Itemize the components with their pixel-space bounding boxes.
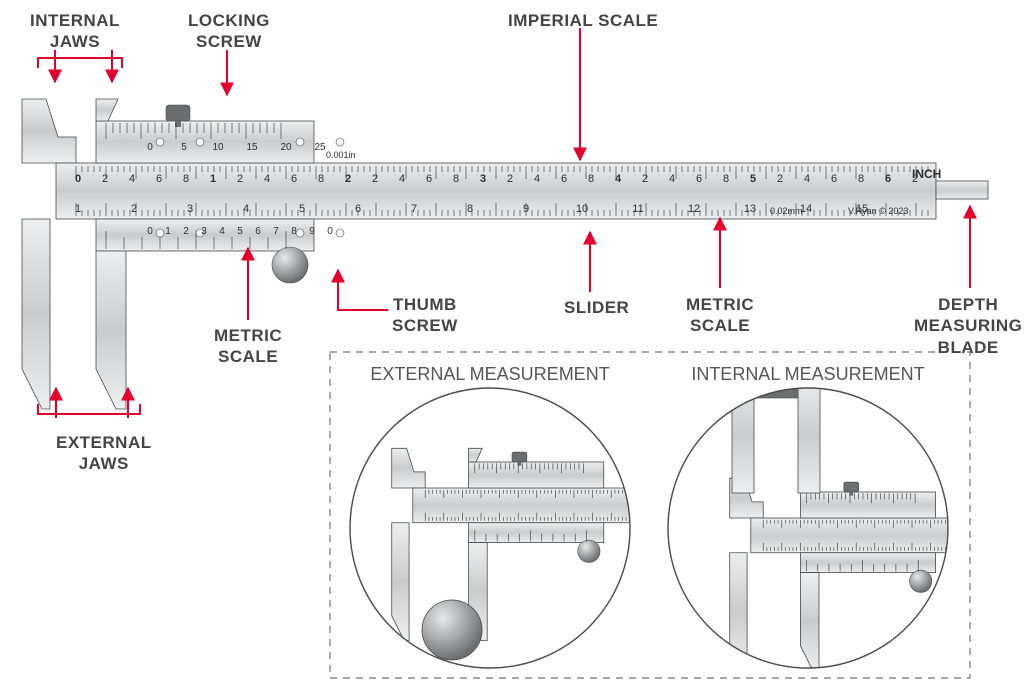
svg-text:2: 2 [642, 173, 648, 185]
svg-text:6: 6 [291, 173, 297, 185]
svg-text:4: 4 [615, 173, 622, 185]
label-internal-jaws: INTERNAL JAWS [30, 10, 120, 53]
svg-text:2: 2 [183, 226, 189, 237]
label-thumb-screw: THUMB SCREW [392, 294, 458, 337]
svg-text:4: 4 [219, 226, 225, 237]
svg-text:8: 8 [183, 173, 189, 185]
svg-text:5: 5 [299, 203, 305, 215]
svg-text:7: 7 [273, 226, 279, 237]
label-depth-blade: DEPTH MEASURING BLADE [914, 294, 1022, 358]
vernier-caliper [22, 99, 988, 409]
svg-text:8: 8 [291, 226, 297, 237]
svg-text:10: 10 [212, 142, 224, 153]
svg-text:4: 4 [129, 173, 135, 185]
svg-text:11: 11 [632, 203, 643, 215]
svg-text:5: 5 [181, 142, 187, 153]
svg-text:2: 2 [102, 173, 108, 185]
svg-text:6: 6 [355, 203, 361, 215]
svg-text:6: 6 [696, 173, 702, 185]
svg-text:4: 4 [243, 203, 249, 215]
svg-text:4: 4 [669, 173, 675, 185]
label-locking-screw: LOCKING SCREW [188, 10, 270, 53]
svg-text:0: 0 [147, 142, 153, 153]
svg-text:2: 2 [345, 173, 351, 185]
svg-text:9: 9 [523, 203, 529, 215]
svg-text:0: 0 [147, 226, 153, 237]
label-slider: SLIDER [564, 297, 629, 318]
svg-text:3: 3 [201, 226, 207, 237]
svg-text:2: 2 [507, 173, 513, 185]
svg-text:6: 6 [156, 173, 162, 185]
svg-text:2: 2 [372, 173, 378, 185]
svg-text:4: 4 [399, 173, 405, 185]
svg-text:25: 25 [314, 142, 326, 153]
svg-text:9: 9 [309, 226, 315, 237]
svg-text:INCH: INCH [912, 167, 941, 181]
svg-text:1: 1 [210, 173, 216, 185]
svg-text:5: 5 [750, 173, 756, 185]
svg-text:0: 0 [75, 173, 81, 185]
svg-text:8: 8 [467, 203, 473, 215]
svg-text:12: 12 [688, 203, 700, 215]
svg-text:6: 6 [885, 173, 891, 185]
svg-text:1: 1 [165, 226, 171, 237]
svg-text:7: 7 [411, 203, 417, 215]
svg-text:5: 5 [237, 226, 243, 237]
label-external-jaws: EXTERNAL JAWS [56, 432, 152, 475]
label-imperial-scale: IMPERIAL SCALE [508, 10, 658, 31]
svg-text:6: 6 [426, 173, 432, 185]
svg-text:0.001in: 0.001in [326, 150, 356, 160]
svg-text:4: 4 [264, 173, 270, 185]
inset-external-label: EXTERNAL MEASUREMENT [370, 364, 610, 385]
svg-text:0: 0 [327, 226, 333, 237]
svg-text:1: 1 [75, 203, 81, 215]
svg-text:13: 13 [744, 203, 756, 215]
label-metric-scale-l: METRIC SCALE [214, 325, 282, 368]
svg-text:V.Ryan © 2023: V.Ryan © 2023 [848, 206, 908, 216]
annotation-arrow [338, 270, 388, 310]
svg-text:4: 4 [804, 173, 810, 185]
svg-text:8: 8 [453, 173, 459, 185]
label-metric-scale-r: METRIC SCALE [686, 294, 754, 337]
svg-text:6: 6 [561, 173, 567, 185]
svg-text:8: 8 [588, 173, 594, 185]
caliper-diagram: 02468124682246832468424685246862INCH1234… [0, 0, 1024, 687]
svg-text:4: 4 [534, 173, 540, 185]
svg-text:0.02mm: 0.02mm [770, 206, 803, 216]
svg-text:8: 8 [723, 173, 729, 185]
svg-text:2: 2 [131, 203, 137, 215]
inset-internal-label: INTERNAL MEASUREMENT [688, 364, 928, 385]
svg-text:6: 6 [831, 173, 837, 185]
svg-text:8: 8 [318, 173, 324, 185]
svg-text:3: 3 [480, 173, 486, 185]
svg-text:3: 3 [187, 203, 193, 215]
svg-text:10: 10 [576, 203, 588, 215]
svg-text:8: 8 [858, 173, 864, 185]
svg-text:6: 6 [255, 226, 261, 237]
svg-text:2: 2 [237, 173, 243, 185]
svg-text:20: 20 [280, 142, 292, 153]
svg-text:15: 15 [246, 142, 258, 153]
inset-internal [730, 378, 1024, 671]
svg-text:2: 2 [777, 173, 783, 185]
